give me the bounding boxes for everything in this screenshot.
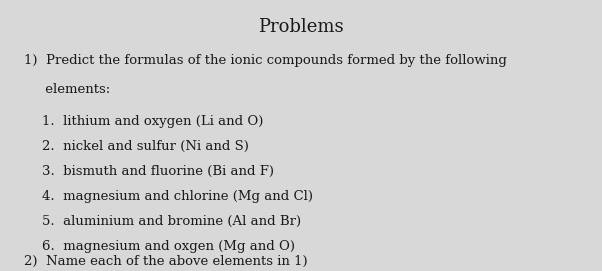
Text: 1)  Predict the formulas of the ionic compounds formed by the following: 1) Predict the formulas of the ionic com… [24, 54, 507, 67]
Text: elements:: elements: [24, 83, 110, 96]
Text: 4.  magnesium and chlorine (Mg and Cl): 4. magnesium and chlorine (Mg and Cl) [42, 190, 313, 203]
Text: 5.  aluminium and bromine (Al and Br): 5. aluminium and bromine (Al and Br) [42, 215, 301, 228]
Text: 2)  Name each of the above elements in 1): 2) Name each of the above elements in 1) [24, 255, 308, 268]
Text: 1.  lithium and oxygen (Li and O): 1. lithium and oxygen (Li and O) [42, 115, 264, 128]
Text: 2.  nickel and sulfur (Ni and S): 2. nickel and sulfur (Ni and S) [42, 140, 249, 153]
Text: 6.  magnesium and oxgen (Mg and O): 6. magnesium and oxgen (Mg and O) [42, 240, 295, 253]
Text: 3.  bismuth and fluorine (Bi and F): 3. bismuth and fluorine (Bi and F) [42, 165, 274, 178]
Text: Problems: Problems [258, 18, 344, 36]
